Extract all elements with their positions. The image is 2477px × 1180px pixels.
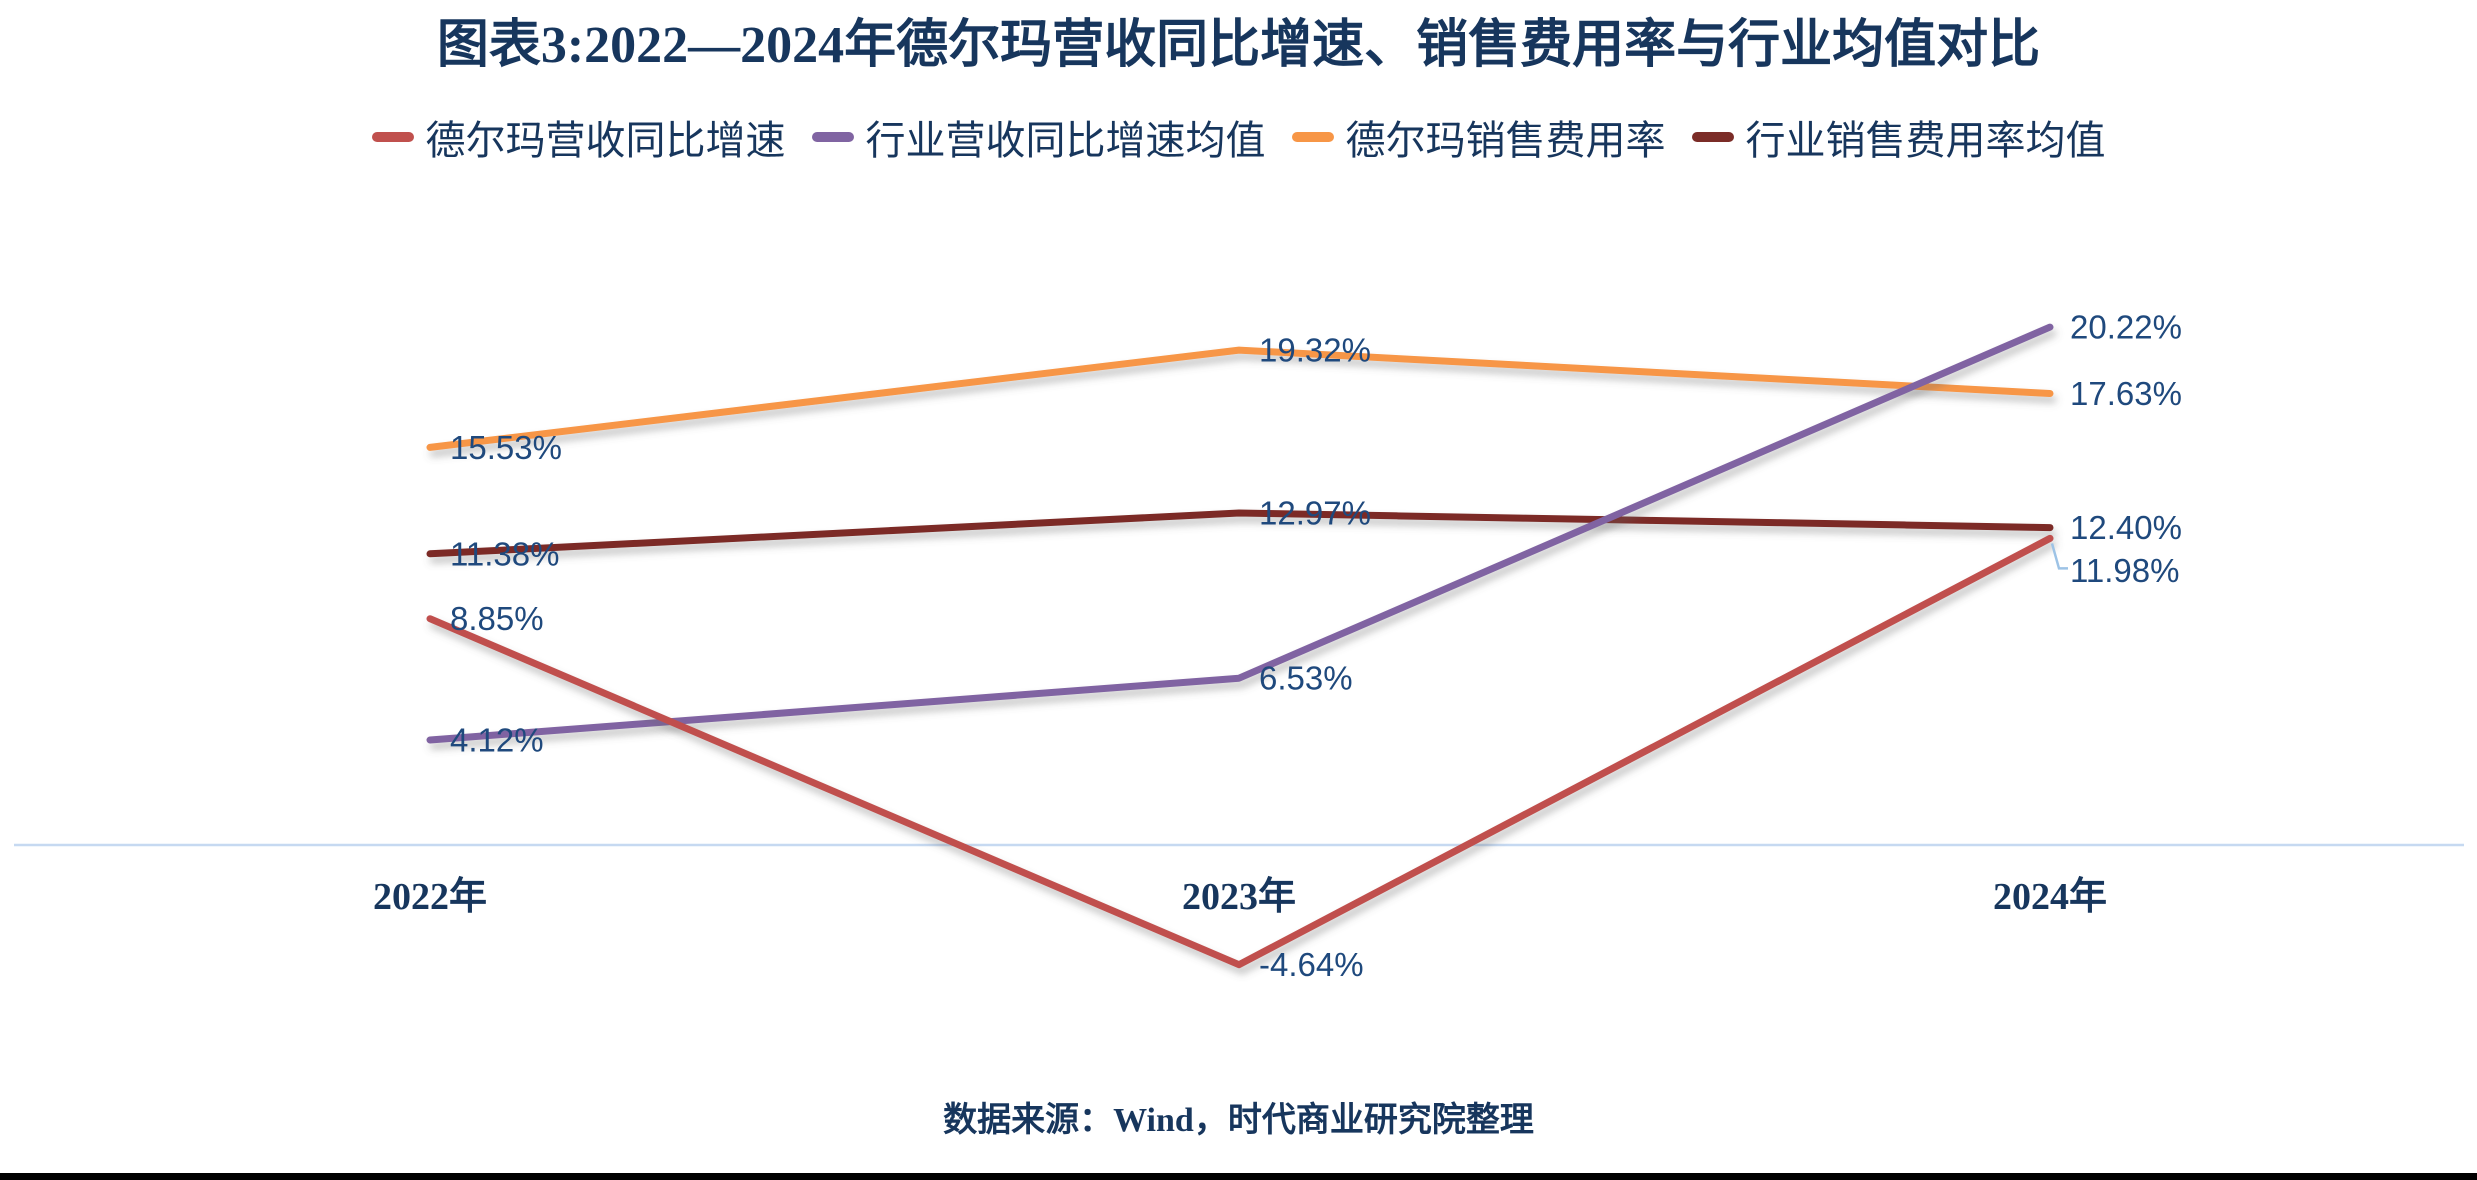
legend-label: 行业营收同比增速均值 — [865, 118, 1266, 163]
data-label-leader-line — [2050, 543, 2068, 570]
legend-label: 德尔玛营收同比增速 — [425, 118, 786, 163]
series-line-1 — [426, 323, 2054, 744]
data-label-series0-point0: 8.85% — [450, 600, 544, 637]
data-label-series3-point2: 12.40% — [2070, 509, 2182, 546]
data-label-series3-point1: 12.97% — [1259, 495, 1371, 532]
legend-line-marker — [1691, 132, 1734, 142]
legend-item-deerma-revenue-growth: 德尔玛营收同比增速 — [371, 108, 786, 166]
x-axis-tick-label-2024: 2024年 — [1993, 876, 2107, 918]
data-label-series0-point2: 11.98% — [2070, 552, 2179, 589]
data-label-series2-point2: 17.63% — [2070, 375, 2182, 412]
legend-label: 德尔玛销售费用率 — [1345, 118, 1666, 163]
series-line-2 — [426, 346, 2054, 451]
data-label-series3-point0: 11.38% — [450, 535, 559, 572]
data-label-series1-point1: 6.53% — [1259, 660, 1353, 697]
data-label-series1-point0: 4.12% — [450, 722, 544, 759]
legend-label: 行业销售费用率均值 — [1745, 118, 2106, 163]
legend-line-marker — [371, 132, 414, 142]
data-label-series2-point0: 15.53% — [450, 429, 562, 466]
screenshot-bottom-edge — [0, 1173, 2477, 1180]
legend-item-industry-selling-expense-ratio-avg: 行业销售费用率均值 — [1691, 108, 2106, 166]
chart-title: 图表3:2022—2024年德尔玛营收同比增速、销售费用率与行业均值对比 — [436, 17, 2041, 74]
series-lines-layer — [426, 323, 2054, 969]
series-line-0 — [426, 534, 2054, 969]
x-axis-tick-label-2022: 2022年 — [373, 876, 487, 918]
data-labels-layer: 8.85% -4.64% 11.98% 4.12% 6.53% 20.22% 15.53% 1… — [450, 309, 2182, 984]
data-label-series2-point1: 19.32% — [1259, 332, 1371, 369]
legend-item-industry-revenue-growth-avg: 行业营收同比增速均值 — [811, 108, 1266, 166]
data-source-note: 数据来源：Wind，时代商业研究院整理 — [943, 1102, 1534, 1139]
legend-line-marker — [811, 132, 854, 142]
legend-line-marker — [1291, 132, 1334, 142]
data-label-series1-point2: 20.22% — [2070, 309, 2182, 346]
legend: 德尔玛营收同比增速 行业营收同比增速均值 德尔玛销售费用率 行业销售费用率均值 — [0, 108, 2477, 166]
legend-item-deerma-selling-expense-ratio: 德尔玛销售费用率 — [1291, 108, 1666, 166]
series-line-3 — [426, 509, 2054, 558]
data-label-series0-point1: -4.64% — [1259, 946, 1364, 983]
x-axis-tick-label-2023: 2023年 — [1182, 876, 1296, 918]
